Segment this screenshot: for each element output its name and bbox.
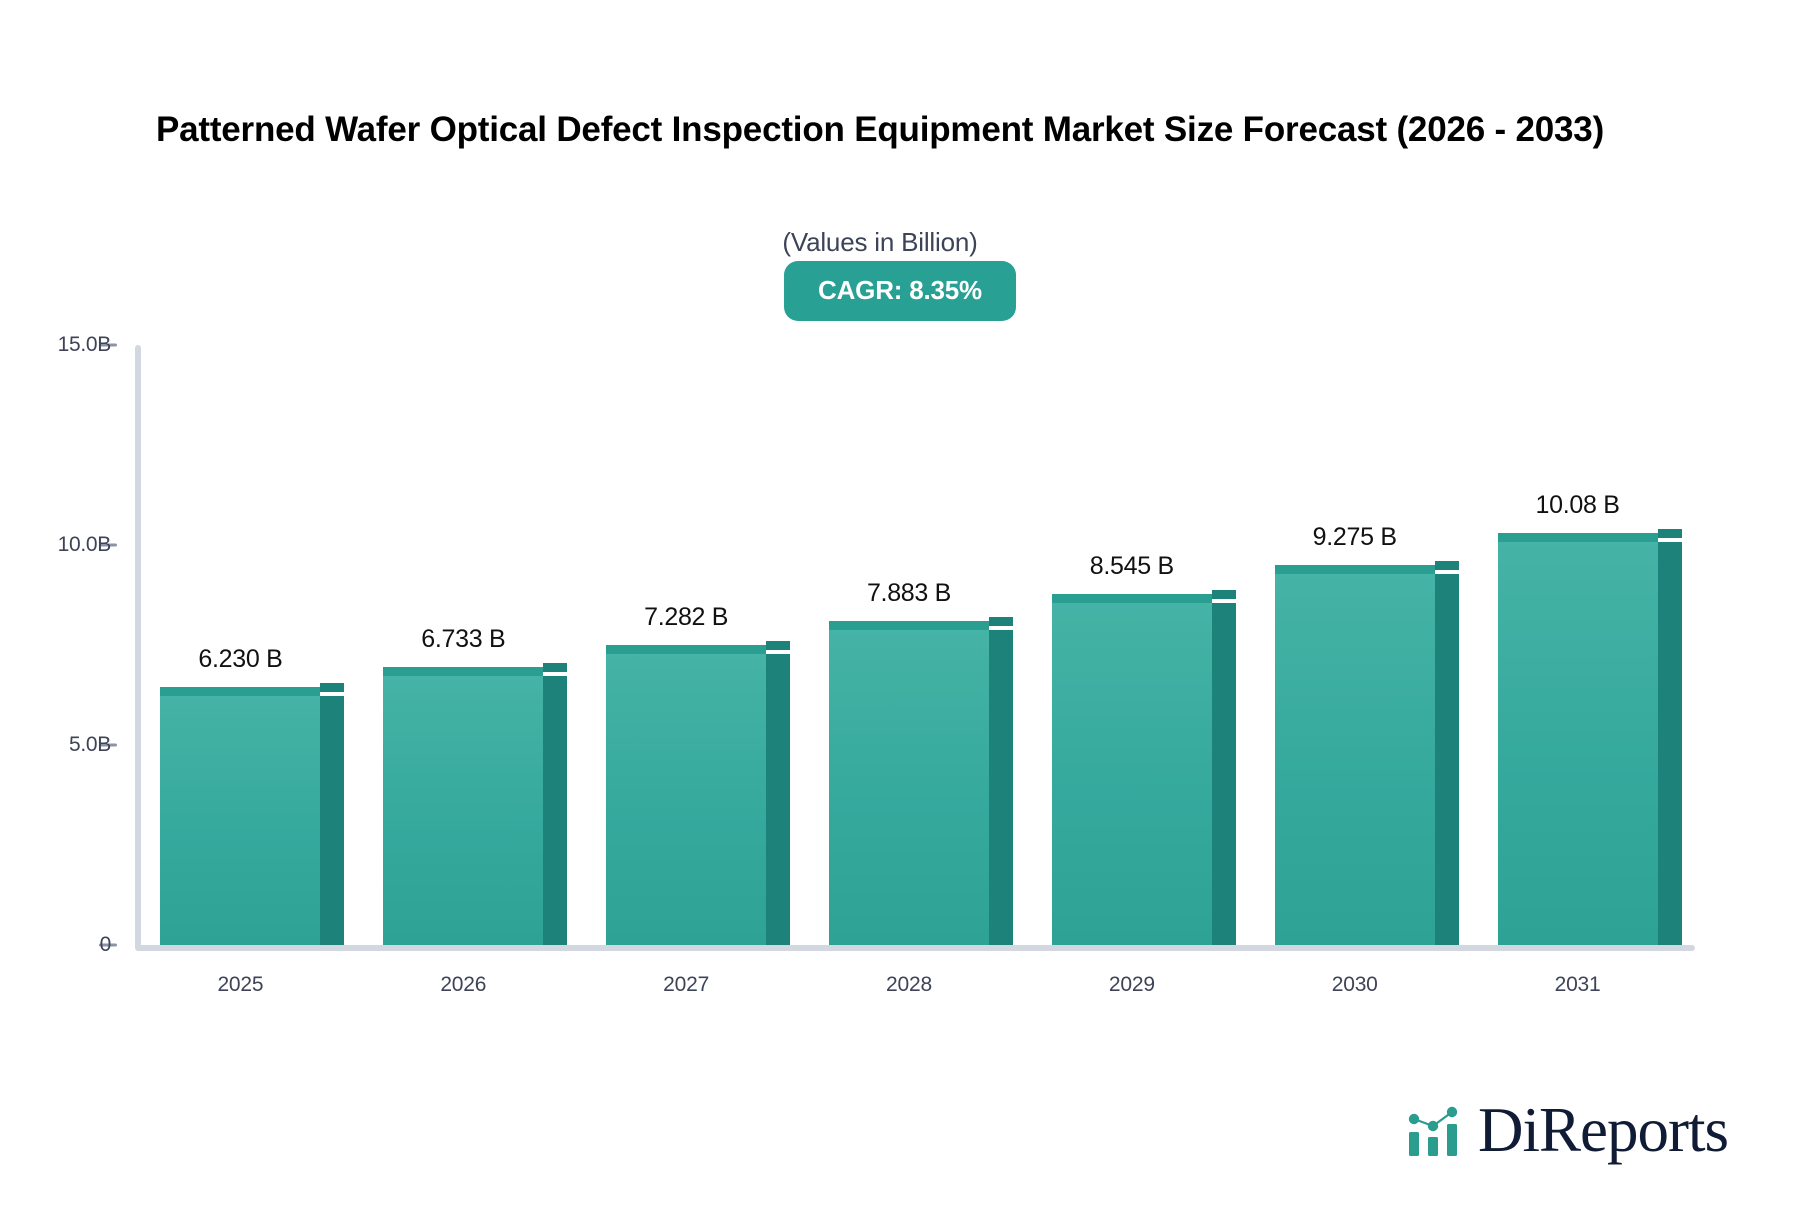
bar-side-3d xyxy=(989,629,1013,945)
page-title: Patterned Wafer Optical Defect Inspectio… xyxy=(155,110,1605,149)
x-tick-label: 2029 xyxy=(1108,973,1155,996)
bar-value-label: 10.08 B xyxy=(1535,490,1620,519)
chart-subtitle: (Values in Billion) xyxy=(782,227,978,257)
bar-face xyxy=(1497,541,1658,945)
bar-top-edge xyxy=(383,666,544,676)
x-tick-label: 2026 xyxy=(440,973,487,996)
bar-column[interactable]: 7.282 B xyxy=(606,603,791,945)
bar-top-cap-3d xyxy=(766,640,791,650)
y-tick-mark xyxy=(99,543,117,547)
direports-logo: DiReports xyxy=(1406,1095,1729,1165)
cagr-badge: CAGR: 8.35% xyxy=(784,261,1016,321)
bar-top-edge xyxy=(160,686,321,696)
bar-side-3d xyxy=(320,695,345,945)
bar-top-cap-3d xyxy=(320,682,345,692)
bar-column[interactable]: 8.545 B xyxy=(1051,552,1236,945)
bar-top-edge xyxy=(1274,565,1435,574)
bar-value-label: 7.282 B xyxy=(644,602,729,631)
x-tick-label: 2027 xyxy=(663,973,710,996)
bar-top-edge xyxy=(1051,594,1212,604)
y-tick-mark xyxy=(99,943,117,947)
bar-face xyxy=(383,675,544,945)
bar-value-label: 6.230 B xyxy=(198,644,283,673)
bar-face xyxy=(606,653,767,945)
bar-face xyxy=(1051,603,1212,945)
x-tick-label: 2030 xyxy=(1331,973,1378,996)
y-tick-label: 15.0B xyxy=(57,333,112,356)
title-block: Patterned Wafer Optical Defect Inspectio… xyxy=(110,108,1650,153)
x-axis-line xyxy=(135,945,1695,951)
bar-side-3d xyxy=(1657,541,1682,945)
y-tick-label: 5.0B xyxy=(69,733,111,756)
bar-value-label: 8.545 B xyxy=(1089,552,1174,581)
bar-column[interactable]: 9.275 B xyxy=(1274,523,1459,945)
bar-top-cap-3d xyxy=(1657,528,1682,538)
bar-top-cap-3d xyxy=(1434,561,1459,570)
logo-text: DiReports xyxy=(1478,1095,1729,1165)
bar-chart-logo-icon xyxy=(1408,1106,1458,1156)
bar-face xyxy=(1274,574,1435,945)
bar-value-label: 6.733 B xyxy=(421,624,506,653)
bar-side-3d xyxy=(1434,574,1459,945)
bar-series: 6.230 B 6.733 B 7.282 B 7.883 B 8.545 B 9.275… xyxy=(135,345,1695,945)
plot-area: 0 5.0B 10.0B 15.0B 6.230 B 6.733 B 7.282 B 7.8… xyxy=(58,333,1695,996)
bar-face xyxy=(829,629,989,945)
x-tick-label: 2025 xyxy=(217,973,264,996)
bar-column[interactable]: 6.230 B xyxy=(160,645,345,945)
x-tick-label: 2031 xyxy=(1554,973,1601,996)
bar-column[interactable]: 7.883 B xyxy=(829,579,1013,945)
bar-column[interactable]: 6.733 B xyxy=(383,625,568,945)
bar-side-3d xyxy=(1211,603,1236,945)
bar-top-edge xyxy=(606,644,767,654)
bar-top-edge xyxy=(829,620,989,630)
x-tick-label: 2028 xyxy=(886,973,932,996)
bar-top-cap-3d xyxy=(1211,590,1236,600)
y-axis-line xyxy=(135,345,141,950)
bar-top-cap-3d xyxy=(989,616,1013,626)
bar-column[interactable]: 10.08 B xyxy=(1497,491,1682,945)
y-tick-label: 10.0B xyxy=(57,533,112,556)
bar-top-cap-3d xyxy=(543,662,568,672)
y-tick-mark xyxy=(99,743,117,747)
bar-face xyxy=(160,695,321,945)
bar-side-3d xyxy=(543,675,568,945)
y-tick-label: 0 xyxy=(99,933,112,956)
bar-value-label: 9.275 B xyxy=(1312,523,1397,551)
bar-top-edge xyxy=(1497,532,1658,542)
bar-value-label: 7.883 B xyxy=(866,578,952,607)
y-tick-mark xyxy=(99,343,117,347)
bar-side-3d xyxy=(766,653,791,945)
